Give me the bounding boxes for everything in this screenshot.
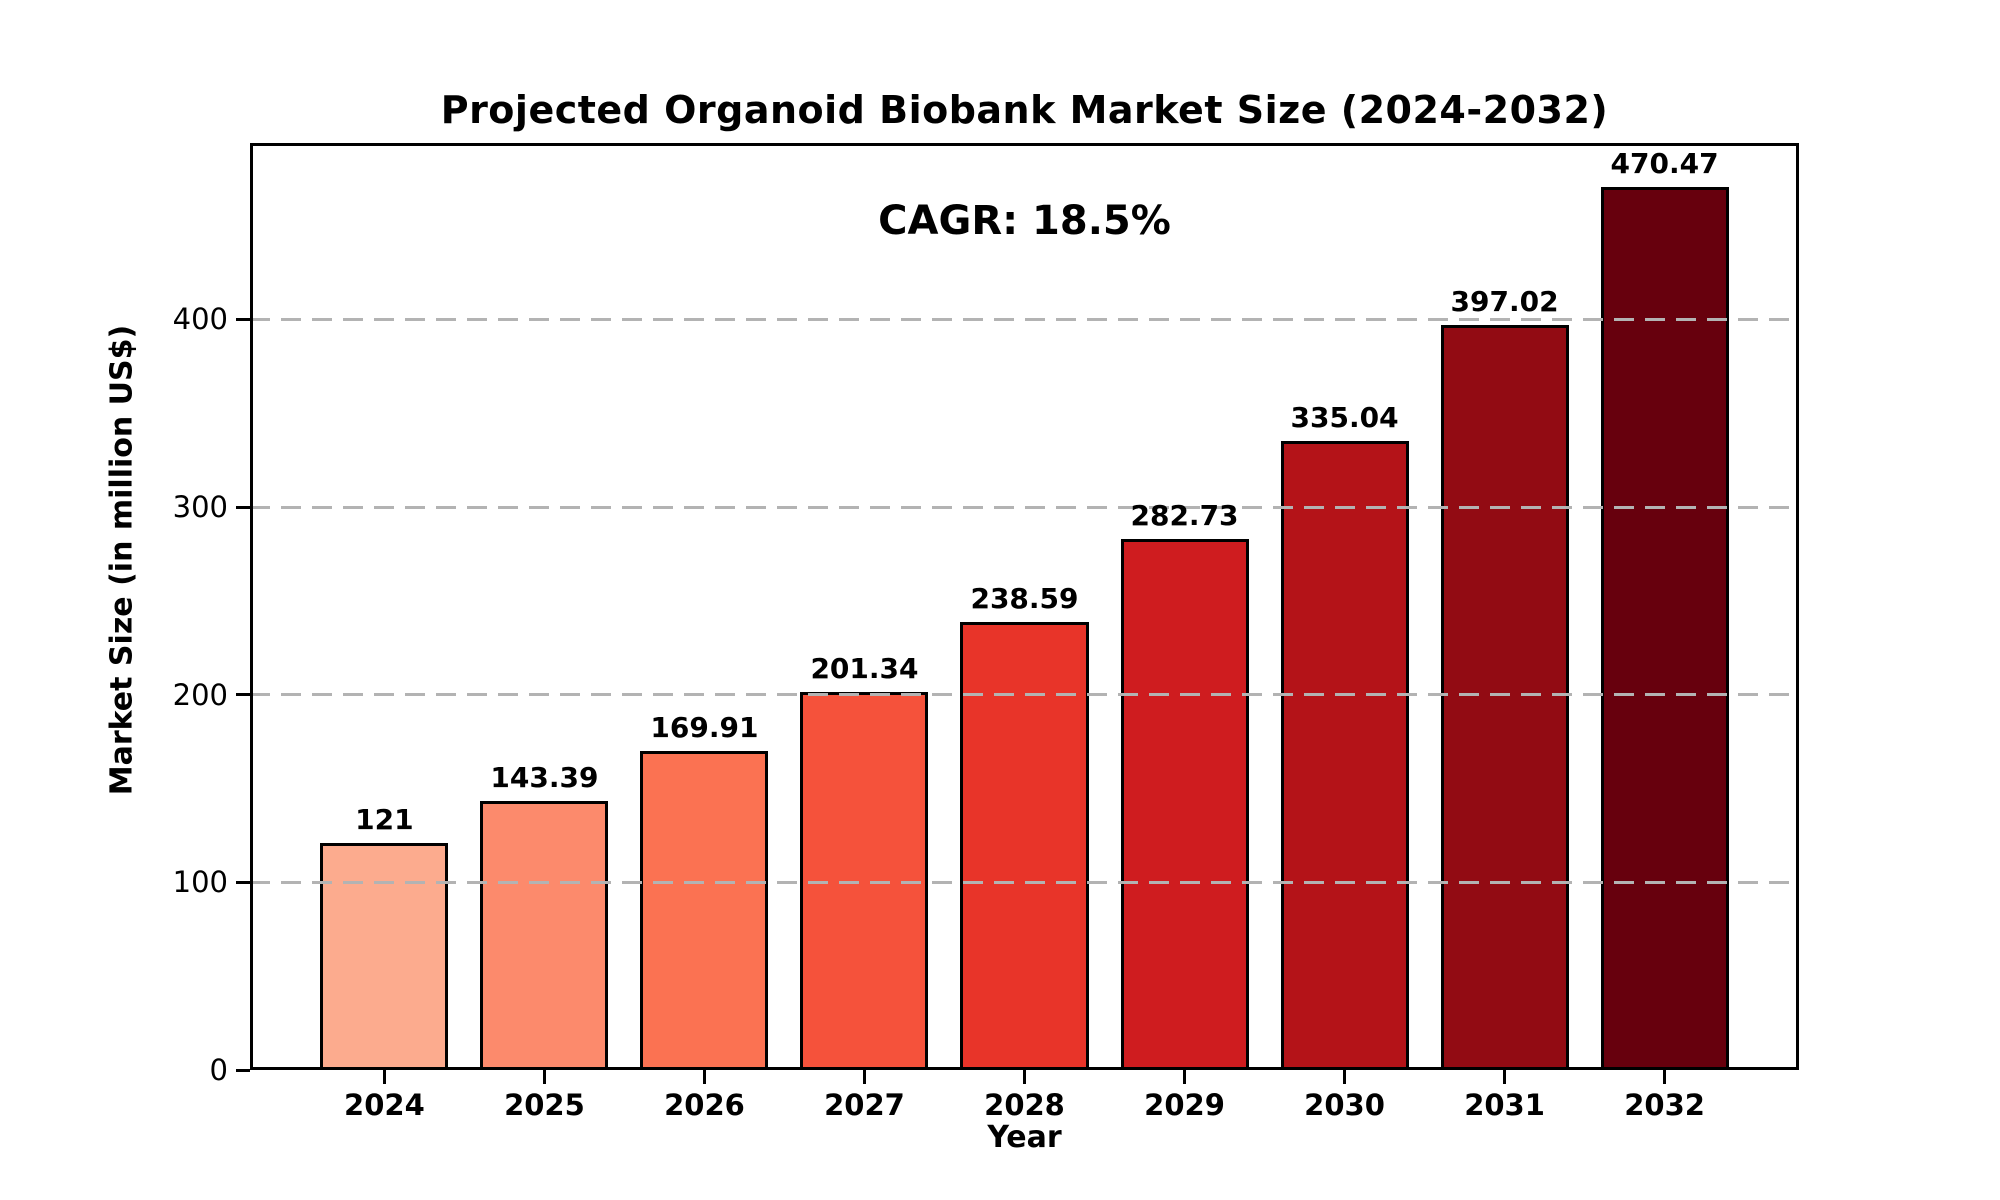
bar-value-label-2032: 470.47: [1610, 147, 1719, 181]
bar-2030: [1280, 441, 1409, 1070]
x-tick-mark-2028: [1023, 1070, 1026, 1084]
y-tick-mark-0: [236, 1068, 250, 1072]
x-tick-label-2027: 2027: [824, 1088, 905, 1122]
bar-2029: [1120, 539, 1249, 1070]
gridline-200: [250, 693, 1799, 697]
x-tick-mark-2024: [382, 1070, 386, 1084]
bar-value-label-2029: 282.73: [1130, 499, 1239, 533]
bar-2026: [640, 751, 769, 1070]
y-tick-mark-200: [236, 693, 250, 697]
y-tick-mark-300: [236, 505, 250, 509]
bar-2032: [1600, 187, 1729, 1070]
x-tick-mark-2027: [862, 1070, 866, 1084]
x-tick-label-2025: 2025: [504, 1088, 585, 1122]
bar-2028: [960, 622, 1089, 1070]
x-tick-mark-2029: [1183, 1070, 1187, 1084]
bar-value-label-2028: 238.59: [970, 582, 1079, 616]
gridline-400: [250, 317, 1799, 321]
x-tick-mark-2032: [1663, 1070, 1667, 1084]
x-tick-label-2024: 2024: [344, 1088, 425, 1122]
x-tick-label-2031: 2031: [1464, 1088, 1545, 1122]
gridline-100: [250, 880, 1799, 884]
x-tick-mark-2030: [1343, 1070, 1347, 1084]
y-tick-mark-400: [236, 317, 250, 321]
bar-value-label-2024: 121: [355, 802, 414, 836]
y-tick-label-200: 200: [172, 677, 228, 712]
cagr-annotation: CAGR: 18.5%: [878, 198, 1171, 244]
x-tick-label-2029: 2029: [1144, 1088, 1225, 1122]
bar-value-label-2026: 169.91: [650, 711, 759, 745]
bar-value-label-2031: 397.02: [1450, 284, 1559, 318]
y-tick-label-300: 300: [172, 490, 228, 525]
bar-2025: [480, 800, 609, 1070]
x-tick-mark-2031: [1503, 1070, 1507, 1084]
bar-value-label-2030: 335.04: [1290, 401, 1399, 435]
bar-value-label-2027: 201.34: [810, 652, 919, 686]
bar-2031: [1440, 324, 1569, 1070]
y-tick-label-400: 400: [172, 302, 228, 337]
bar-2024: [320, 842, 449, 1070]
y-tick-mark-100: [236, 880, 250, 884]
chart-title: Projected Organoid Biobank Market Size (…: [440, 88, 1609, 132]
y-axis-label: Market Size (in million US$): [104, 324, 140, 796]
x-tick-label-2026: 2026: [664, 1088, 745, 1122]
x-tick-mark-2026: [702, 1070, 706, 1084]
x-tick-label-2032: 2032: [1624, 1088, 1705, 1122]
x-tick-label-2030: 2030: [1304, 1088, 1385, 1122]
x-axis-label: Year: [987, 1120, 1062, 1155]
x-tick-mark-2025: [542, 1070, 546, 1084]
y-tick-label-100: 100: [172, 865, 228, 900]
gridline-300: [250, 505, 1799, 509]
y-tick-label-0: 0: [209, 1053, 228, 1087]
x-tick-label-2028: 2028: [984, 1088, 1065, 1122]
bar-value-label-2025: 143.39: [490, 760, 599, 794]
